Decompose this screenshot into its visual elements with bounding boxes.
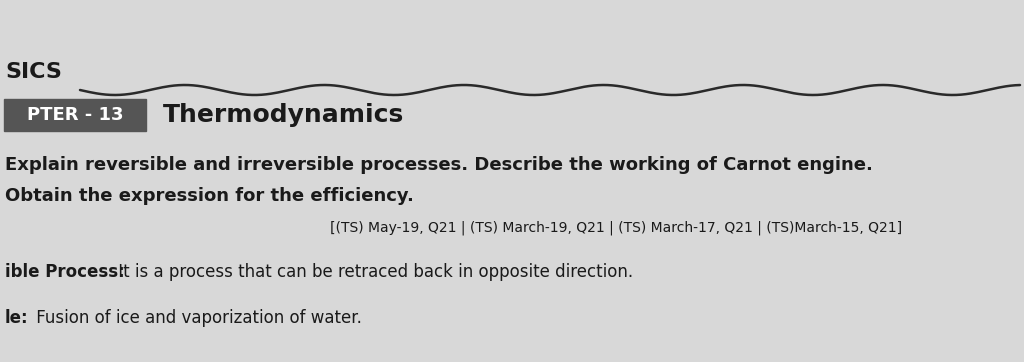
Text: Thermodynamics: Thermodynamics <box>163 103 404 127</box>
Text: [(TS) May-19, Q21 | (TS) March-19, Q21 | (TS) March-17, Q21 | (TS)March-15, Q21]: [(TS) May-19, Q21 | (TS) March-19, Q21 |… <box>330 221 902 235</box>
Text: Obtain the expression for the efficiency.: Obtain the expression for the efficiency… <box>5 187 414 205</box>
FancyBboxPatch shape <box>4 99 146 131</box>
Text: SICS: SICS <box>5 62 61 82</box>
Text: It is a process that can be retraced back in opposite direction.: It is a process that can be retraced bac… <box>113 263 633 281</box>
Text: Fusion of ice and vaporization of water.: Fusion of ice and vaporization of water. <box>31 309 361 327</box>
Text: Explain reversible and irreversible processes. Describe the working of Carnot en: Explain reversible and irreversible proc… <box>5 156 872 174</box>
Text: le:: le: <box>5 309 29 327</box>
Text: ible Process:: ible Process: <box>5 263 125 281</box>
Text: PTER - 13: PTER - 13 <box>27 106 123 124</box>
